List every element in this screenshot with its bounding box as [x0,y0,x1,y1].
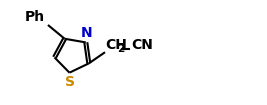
Text: CN: CN [131,38,153,52]
Text: S: S [65,75,75,89]
Text: Ph: Ph [25,10,45,24]
Text: CH: CH [105,38,127,52]
Text: 2: 2 [117,44,124,54]
Text: N: N [81,26,93,40]
